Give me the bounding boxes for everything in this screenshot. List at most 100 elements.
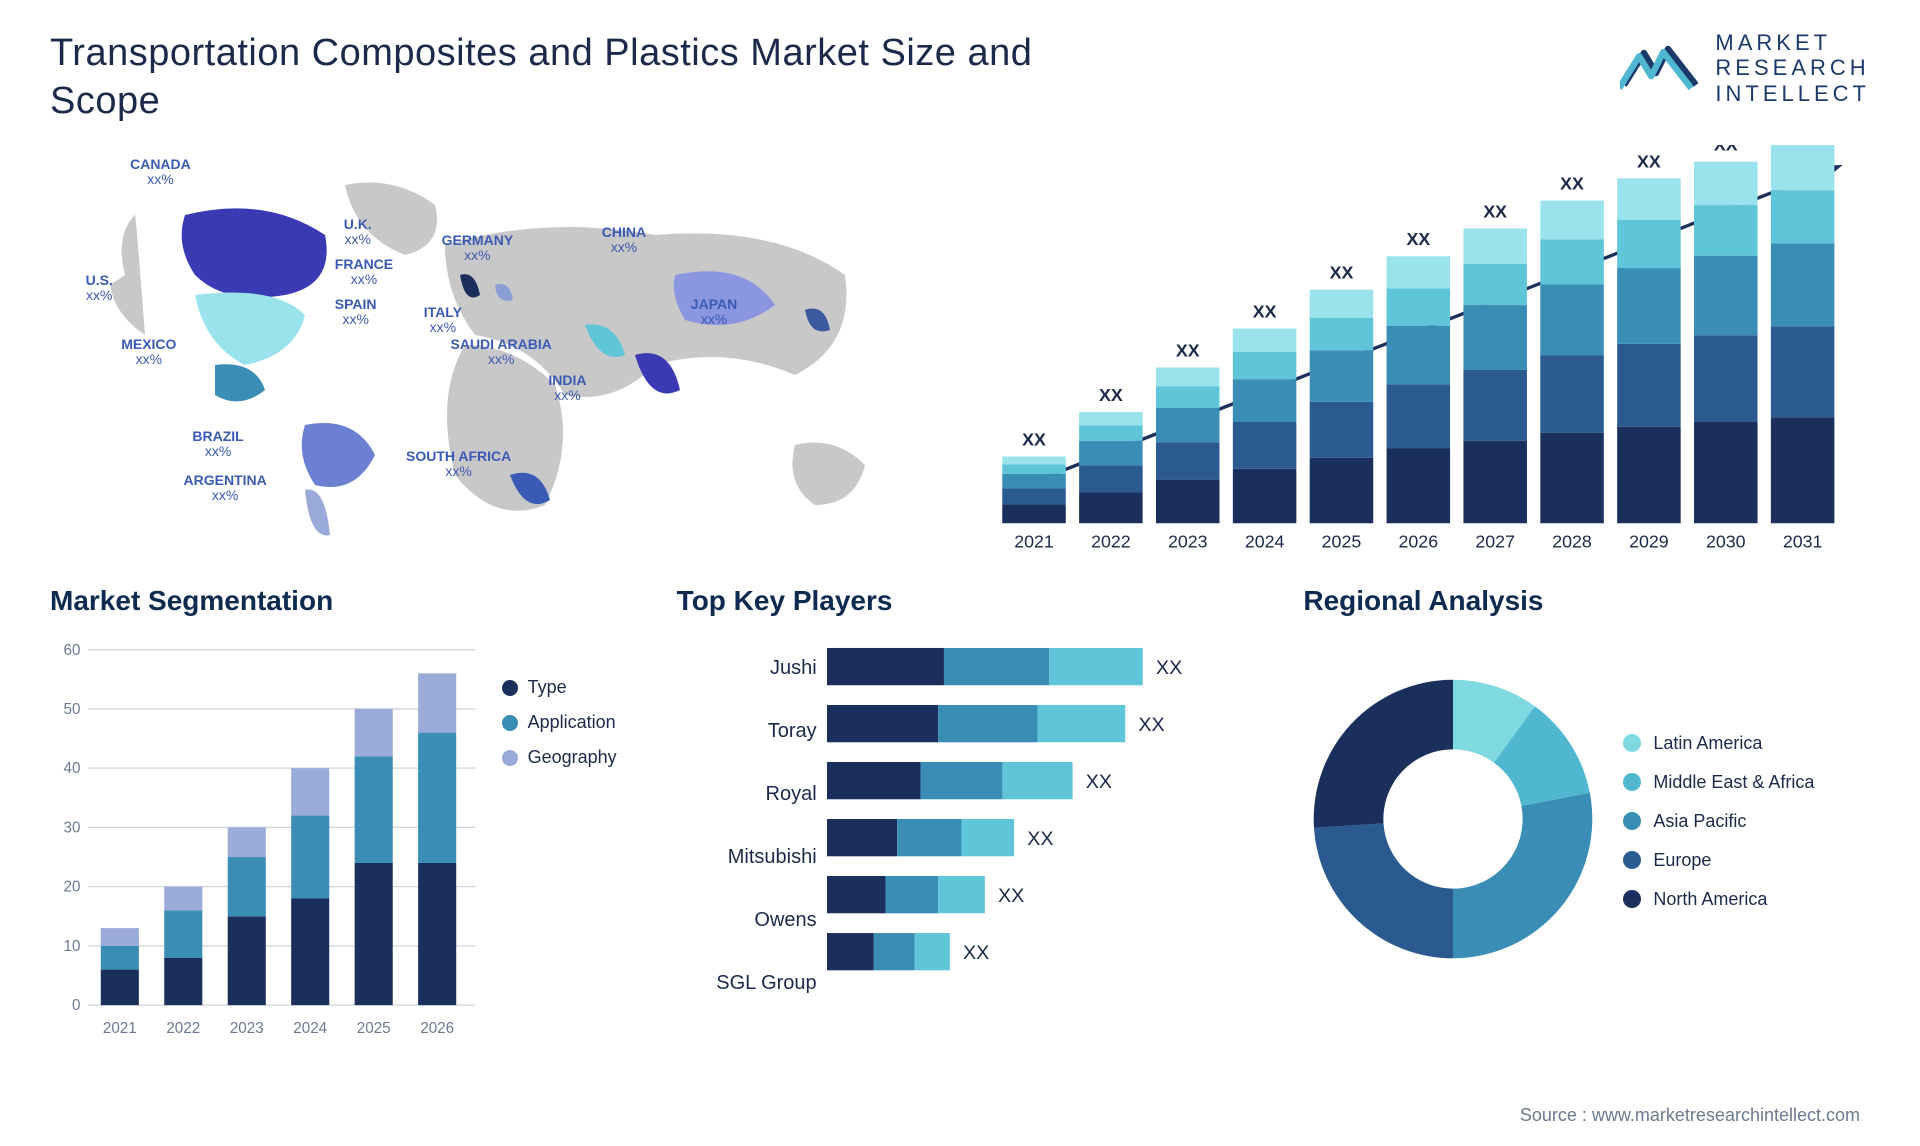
player-label: Toray (677, 720, 817, 743)
seg-bar-seg (355, 863, 393, 1005)
growth-bar-seg (1463, 441, 1527, 524)
player-label: Owens (677, 909, 817, 932)
player-value-label: XX (1138, 714, 1164, 736)
player-bar-seg (827, 762, 921, 799)
growth-bar-seg (1233, 329, 1297, 352)
map-label: INDIAxx% (548, 373, 586, 404)
growth-bar-label: XX (1176, 340, 1200, 360)
growth-bar-seg (1079, 441, 1143, 465)
svg-text:2026: 2026 (420, 1020, 454, 1037)
svg-text:2022: 2022 (166, 1020, 200, 1037)
growth-bar-seg (1463, 370, 1527, 441)
growth-bar-seg (1156, 386, 1220, 408)
map-label: JAPANxx% (691, 297, 737, 328)
player-bar-seg (827, 933, 874, 970)
player-bar-seg (938, 705, 1037, 742)
growth-bar-seg (1694, 422, 1758, 523)
growth-bar-seg (1156, 480, 1220, 524)
map-label: MEXICOxx% (121, 337, 176, 368)
growth-bar-seg (1387, 326, 1451, 385)
seg-bar-seg (101, 970, 139, 1006)
growth-bar-seg (1233, 379, 1297, 422)
growth-bar-seg (1540, 433, 1604, 523)
player-label: Jushi (677, 657, 817, 680)
growth-bar-seg (1540, 285, 1604, 356)
donut-slice (1453, 792, 1592, 957)
regional-legend-item: Latin America (1623, 733, 1814, 754)
svg-text:2025: 2025 (357, 1020, 391, 1037)
growth-bar-seg (1310, 458, 1374, 523)
seg-legend-item: Application (502, 712, 617, 733)
growth-bar-seg (1310, 402, 1374, 458)
player-bar-seg (873, 933, 914, 970)
growth-year-label: 2031 (1783, 532, 1823, 552)
player-bar-seg (827, 648, 944, 685)
growth-bar-seg (1233, 469, 1297, 524)
seg-bar-seg (355, 709, 393, 756)
map-label: U.S.xx% (86, 273, 113, 304)
growth-year-label: 2028 (1552, 532, 1592, 552)
growth-bar-seg (1387, 288, 1451, 325)
growth-bar-seg (1771, 145, 1835, 190)
growth-year-label: 2021 (1014, 532, 1054, 552)
growth-year-label: 2027 (1475, 532, 1515, 552)
growth-year-label: 2026 (1399, 532, 1439, 552)
player-bar-seg (1049, 648, 1143, 685)
growth-bar-seg (1617, 220, 1681, 268)
growth-bar-seg (1387, 384, 1451, 448)
players-chart: XXXXXXXXXXXX (827, 637, 1244, 1010)
growth-bar-seg (1540, 239, 1604, 284)
logo-text-1: MARKET (1715, 30, 1870, 55)
growth-bar-seg (1617, 427, 1681, 524)
growth-bar-seg (1771, 243, 1835, 326)
seg-bar-seg (164, 887, 202, 911)
player-bar-seg (961, 819, 1014, 856)
players-labels: JushiTorayRoyalMitsubishiOwensSGL Group (677, 637, 817, 1015)
growth-bar-seg (1002, 489, 1066, 505)
growth-bar-label: XX (1483, 201, 1507, 221)
regional-legend-item: Asia Pacific (1623, 811, 1814, 832)
growth-bar-seg (1079, 425, 1143, 441)
growth-bar-label: XX (1637, 151, 1661, 171)
player-value-label: XX (963, 942, 989, 964)
map-label: SPAINxx% (335, 297, 377, 328)
growth-bar-seg (1540, 201, 1604, 240)
growth-bar-label: XX (1560, 174, 1584, 194)
seg-bar-seg (291, 768, 329, 815)
regional-legend-item: Middle East & Africa (1623, 772, 1814, 793)
growth-bar-label: XX (1406, 229, 1430, 249)
map-label: FRANCExx% (335, 257, 393, 288)
player-bar-seg (1002, 762, 1072, 799)
growth-year-label: 2029 (1629, 532, 1669, 552)
growth-bar-seg (1694, 205, 1758, 256)
map-label: SOUTH AFRICAxx% (406, 449, 511, 480)
seg-bar-seg (355, 756, 393, 863)
donut-slice (1314, 679, 1453, 827)
growth-year-label: 2025 (1322, 532, 1362, 552)
source-attribution: Source : www.marketresearchintellect.com (1520, 1105, 1860, 1126)
growth-bar-seg (1617, 344, 1681, 427)
map-label: GERMANYxx% (442, 233, 514, 264)
player-bar-seg (827, 876, 885, 913)
player-bar-seg (885, 876, 938, 913)
growth-bar-seg (1463, 264, 1527, 305)
growth-bar-seg (1233, 422, 1297, 469)
seg-bar-seg (291, 816, 329, 899)
segmentation-title: Market Segmentation (50, 585, 617, 617)
players-section: Top Key Players JushiTorayRoyalMitsubish… (677, 585, 1244, 1005)
growth-bar-label: XX (1714, 145, 1738, 155)
seg-bar-seg (101, 946, 139, 970)
seg-bar-seg (164, 958, 202, 1005)
growth-bar-seg (1694, 162, 1758, 205)
logo-text-2: RESEARCH (1715, 55, 1870, 80)
player-label: SGL Group (677, 972, 817, 995)
seg-bar-seg (228, 857, 266, 916)
player-label: Mitsubishi (677, 846, 817, 869)
growth-bar-seg (1387, 448, 1451, 523)
player-bar-seg (1037, 705, 1125, 742)
seg-legend-item: Type (502, 677, 617, 698)
growth-bar-seg (1694, 335, 1758, 422)
growth-bar-label: XX (1099, 385, 1123, 405)
svg-text:20: 20 (64, 879, 81, 896)
player-value-label: XX (1156, 657, 1182, 679)
